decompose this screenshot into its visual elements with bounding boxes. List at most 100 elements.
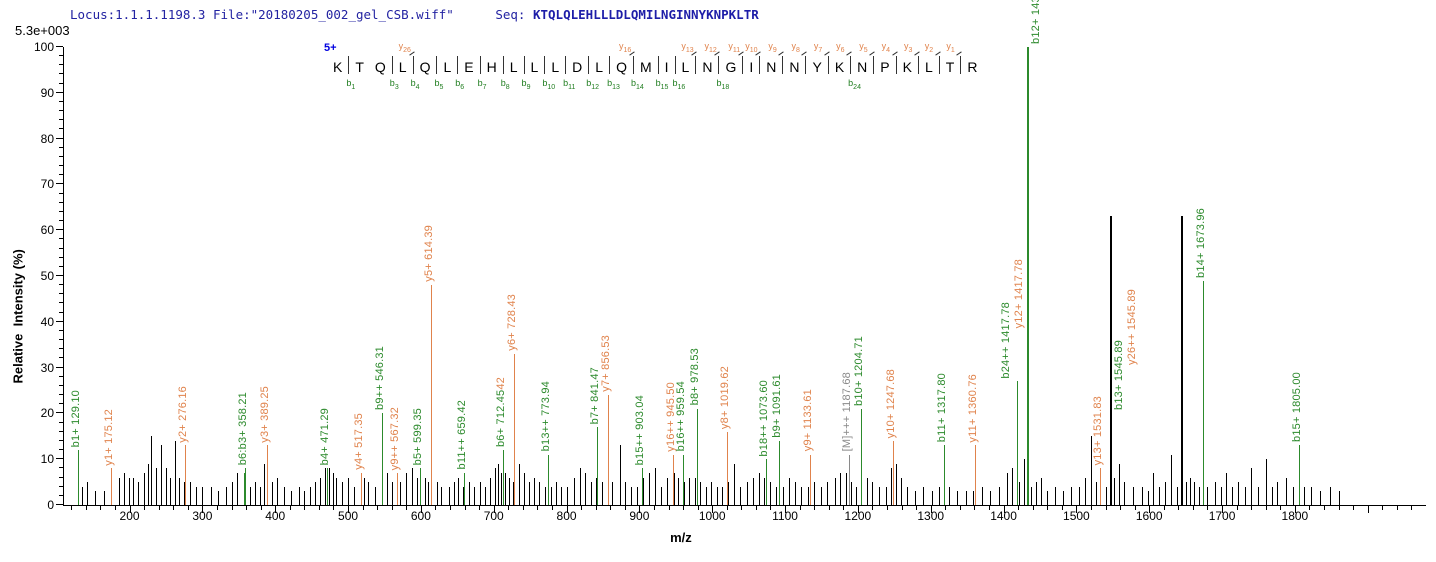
- spectrum-peak: [431, 285, 433, 505]
- noise-peak: [329, 468, 331, 505]
- b-ion-label: b16: [672, 78, 686, 91]
- noise-peak: [683, 482, 685, 505]
- noise-peak: [315, 482, 317, 505]
- noise-peak: [1277, 482, 1279, 505]
- x-axis-tick: [362, 506, 364, 510]
- noise-peak: [1190, 477, 1192, 505]
- spectrum-peak: [974, 445, 976, 505]
- noise-peak: [226, 486, 228, 505]
- noise-peak: [523, 472, 525, 505]
- x-axis-tick: [1120, 506, 1122, 510]
- sequence-residue: N: [857, 59, 868, 75]
- y-ion-label: y6: [836, 41, 845, 54]
- noise-peak: [416, 477, 418, 505]
- y-axis-tick: [59, 192, 63, 194]
- cleavage-line: [609, 56, 611, 74]
- spectrum-peak: [77, 450, 79, 505]
- noise-peak: [717, 486, 719, 505]
- x-axis-tick: [1105, 506, 1107, 510]
- peak-annotation: y12+ 1417.78: [1012, 258, 1025, 328]
- cleavage-line: [805, 56, 807, 74]
- noise-peak: [890, 468, 892, 505]
- noise-peak: [271, 482, 273, 505]
- y-ion-label: y4: [881, 41, 891, 54]
- noise-peak: [948, 486, 950, 505]
- spectrum-plot-area: m/z Relative Intensity (%) b1+ 129.10 y1+…: [11, 0, 1426, 545]
- spectrum-peak: [943, 445, 945, 505]
- peak-annotation: b6+ 712.4542: [494, 377, 507, 448]
- noise-peak: [788, 477, 790, 505]
- b-ion-label: b8: [500, 78, 510, 91]
- noise-peak: [148, 463, 150, 505]
- noise-peak: [1171, 454, 1173, 505]
- cleavage-line: [523, 56, 525, 74]
- fragment-boundary: y6 b24: [836, 41, 861, 91]
- sequence-residue: K: [333, 59, 343, 75]
- x-axis-tick: [1396, 506, 1398, 510]
- y-axis-tick: [59, 329, 63, 331]
- noise-peak: [619, 445, 621, 505]
- precursor-charge-label: 5+: [324, 42, 337, 54]
- noise-peak: [694, 477, 696, 505]
- b-ion-label: b9: [521, 78, 531, 91]
- cleavage-line: [657, 56, 659, 74]
- fragment-boundary: b16: [672, 56, 685, 91]
- y-axis-tick: [59, 256, 63, 258]
- y-axis-tick: [59, 485, 63, 487]
- x-axis-tick-label: 1100: [772, 509, 798, 523]
- cleavage-line: [742, 56, 744, 74]
- cleavage-line: [850, 56, 852, 74]
- cleavage-line: [827, 56, 829, 74]
- y-axis-tick: [56, 137, 63, 139]
- noise-peak: [104, 491, 106, 505]
- y-axis-tick: [59, 421, 63, 423]
- x-axis-tick: [828, 506, 830, 510]
- noise-peak: [474, 486, 476, 505]
- x-axis-tick: [799, 506, 801, 510]
- y-axis-tick-label: 90: [40, 85, 54, 100]
- noise-peak: [601, 482, 603, 505]
- peak-annotation: y3+ 389.25: [259, 385, 272, 443]
- b-ion-label: b3: [389, 78, 399, 91]
- x-axis-tick: [624, 506, 626, 510]
- noise-peak: [747, 482, 749, 505]
- noise-peak: [544, 486, 546, 505]
- noise-peak: [509, 477, 511, 505]
- x-axis-tick: [814, 506, 816, 510]
- noise-peak: [538, 482, 540, 505]
- noise-peak: [484, 486, 486, 505]
- x-axis-tick: [1032, 506, 1034, 510]
- peak-annotation: b13+ 1545.89: [1112, 340, 1125, 411]
- b-ion-label: b7: [477, 78, 487, 91]
- spectrum-peak: [607, 395, 609, 505]
- noise-peak: [827, 482, 829, 505]
- x-axis-title: m/z: [670, 530, 692, 545]
- x-axis-tick-label: 200: [119, 509, 140, 523]
- noise-peak: [1257, 486, 1259, 505]
- noise-peak: [624, 482, 626, 505]
- peak-annotation: y9++ 567.32: [389, 406, 402, 470]
- noise-peak: [254, 482, 256, 505]
- sequence-residue: I: [749, 59, 754, 75]
- x-axis-tick: [377, 506, 379, 510]
- noise-peak: [501, 472, 502, 505]
- noise-peak: [561, 486, 563, 505]
- y-axis-tick: [59, 430, 63, 432]
- x-axis-tick: [100, 506, 102, 510]
- noise-peak: [448, 486, 450, 505]
- peak-annotation: y2+ 276.16: [177, 385, 190, 443]
- x-axis-tick: [916, 506, 918, 510]
- y-axis-tick: [59, 165, 63, 167]
- noise-peak: [932, 491, 934, 505]
- cleavage-line: [895, 56, 897, 74]
- sequence-residue: M: [639, 59, 652, 75]
- y-ion-label: y26: [398, 41, 411, 54]
- noise-peak: [424, 477, 426, 505]
- y-axis-tick: [59, 449, 63, 451]
- y-axis-tick: [59, 394, 63, 396]
- noise-peak: [468, 482, 470, 505]
- noise-peak: [990, 491, 992, 505]
- cleavage-line: [938, 56, 940, 74]
- y-axis-tick: [59, 155, 63, 157]
- y-axis-tick: [59, 284, 63, 286]
